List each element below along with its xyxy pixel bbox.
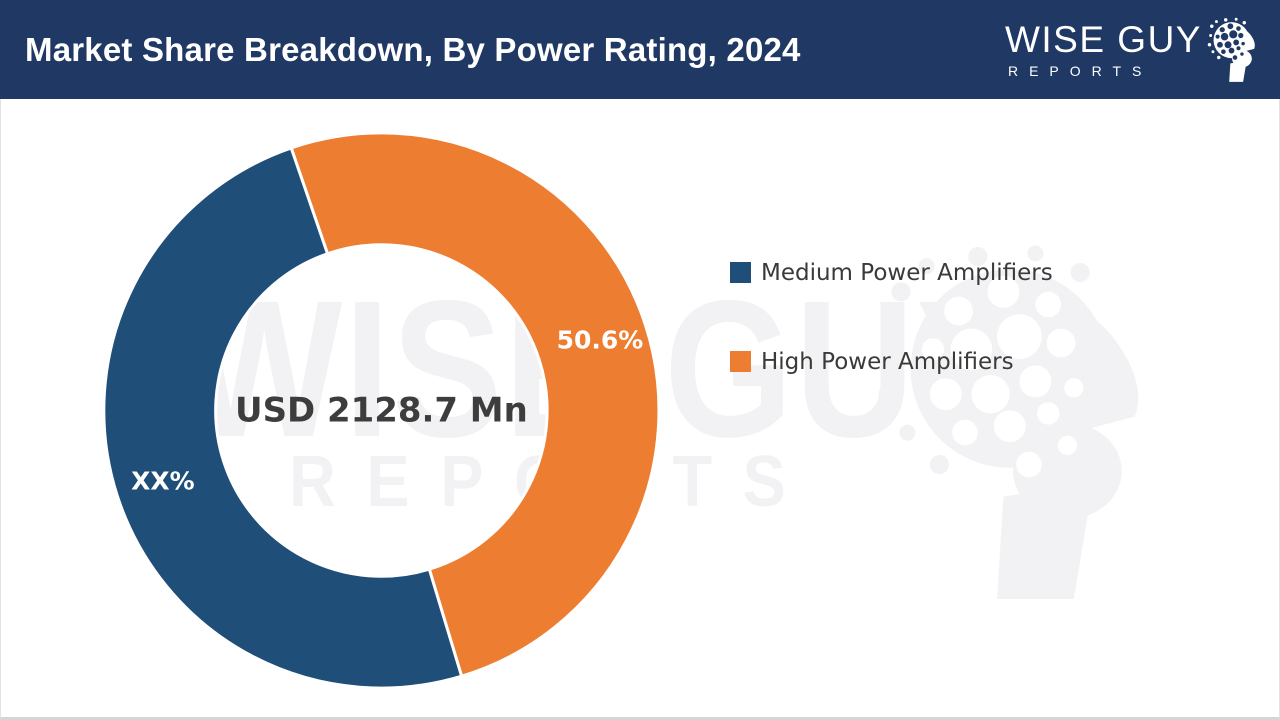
brand-name: WISE GUY [1004,18,1202,60]
legend-item-1: High Power Amplifiers [730,348,1053,375]
legend-swatch [730,262,751,283]
page-title: Market Share Breakdown, By Power Rating,… [25,30,801,68]
brand-subtitle: REPORTS [1007,62,1153,79]
brand-text: WISE GUY REPORTS [1005,21,1202,79]
header: Market Share Breakdown, By Power Rating,… [0,0,1280,99]
donut-slice-label-1: 50.6% [557,326,644,355]
legend-label: High Power Amplifiers [761,348,1014,375]
donut-center-value: USD 2128.7 Mn [235,391,528,431]
legend-swatch [730,351,751,372]
legend-label: Medium Power Amplifiers [761,259,1053,286]
chart-area: WISE GUY REPORTS USD 2128.7 Mn XX%50.6% … [0,99,1280,720]
legend: Medium Power Amplifiers High Power Amplif… [730,259,1053,375]
donut-slice-label-0: XX% [131,467,194,496]
legend-item-0: Medium Power Amplifiers [730,259,1053,286]
brand-face-icon [1207,17,1255,82]
donut-slice-0 [102,146,464,690]
donut-chart: USD 2128.7 Mn XX% 50.6% [102,131,661,690]
donut-slice-1 [289,131,661,679]
brand-logo: WISE GUY REPORTS [1005,8,1264,92]
